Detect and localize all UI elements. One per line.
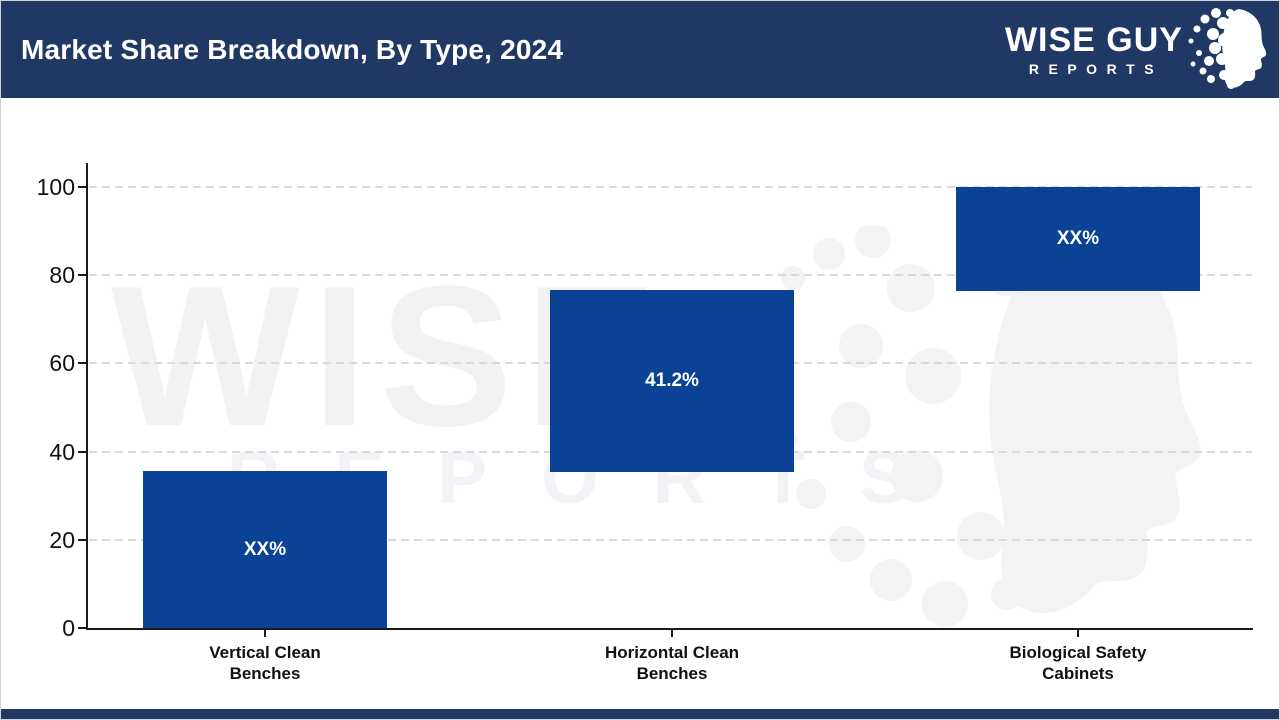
header-band: Market Share Breakdown, By Type, 2024 WI… [1,1,1279,98]
page-title: Market Share Breakdown, By Type, 2024 [21,33,564,65]
y-axis-tick-label: 80 [49,262,75,289]
brand-face-icon [1188,7,1267,89]
bar-horizontal-clean-benches: 41.2% [550,290,794,472]
x-axis-tick [1077,630,1079,637]
brand-subtitle: REPORTS [1028,60,1164,77]
y-axis-tick [78,274,87,277]
y-axis-tick-label: 60 [49,350,75,377]
x-axis-category-label: Vertical Clean Benches [209,643,321,684]
y-axis-tick [78,450,87,453]
x-axis-tick [671,630,673,637]
x-axis-category-label-line2: Cabinets [1042,664,1114,684]
y-axis-tick-label: 0 [62,615,75,641]
gridline [89,274,1252,277]
bar-vertical-clean-benches: XX% [143,471,387,628]
y-axis-tick [78,362,87,365]
brand-logo: WISE GUY REPORTS [1005,7,1267,93]
brand-text: WISE GUY REPORTS [1005,23,1183,77]
bar-value-label: XX% [243,538,287,560]
y-axis-tick [78,627,87,629]
bar-value-label: XX% [1056,227,1100,249]
x-axis-line [86,628,1253,630]
y-axis-tick [78,186,87,188]
bar-biological-safety-cabinets: XX% [956,187,1200,291]
x-axis-category-label-line2: Benches [636,664,708,684]
y-axis-tick-label: 100 [36,174,75,200]
brand-name: WISE GUY [1004,20,1183,59]
y-axis-tick [78,538,87,541]
x-axis-category-label: Horizontal Clean Benches [604,643,740,684]
x-axis-category-label-line2: Benches [229,664,301,684]
x-axis-tick [264,630,266,637]
bar-value-label: 41.2% [645,370,699,392]
y-axis-tick-label: 40 [49,438,75,465]
y-axis-line [86,163,88,630]
y-axis-tick-label: 20 [49,526,75,553]
gridline [89,538,1252,541]
x-axis-category-label: Biological Safety Cabinets [1009,643,1147,684]
gridline [89,186,1252,188]
footer-band [1,709,1279,719]
